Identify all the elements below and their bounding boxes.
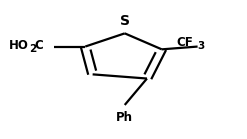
Text: Ph: Ph: [116, 111, 133, 124]
Text: S: S: [120, 14, 130, 28]
Text: 2: 2: [29, 44, 36, 54]
Text: HO: HO: [9, 39, 28, 52]
Text: CF: CF: [177, 36, 193, 49]
Text: 3: 3: [197, 41, 204, 51]
Text: C: C: [35, 39, 43, 52]
